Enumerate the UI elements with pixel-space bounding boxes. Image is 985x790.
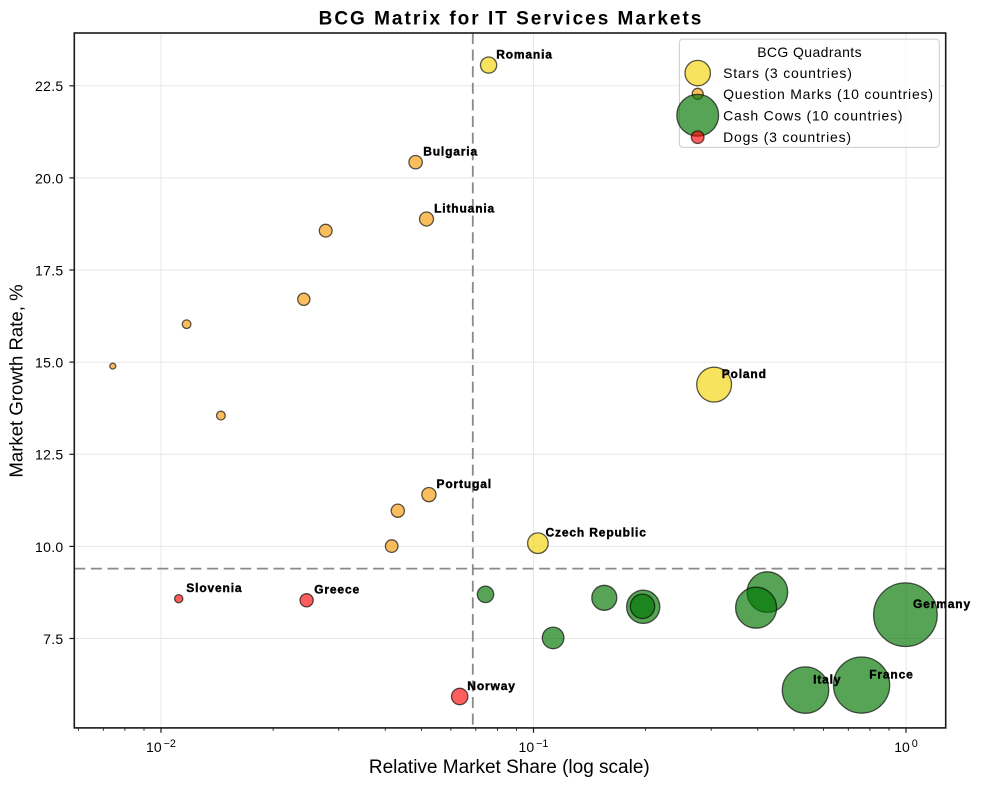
svg-text:Norway: Norway: [467, 679, 515, 693]
svg-text:12.5: 12.5: [35, 447, 63, 463]
svg-text:10.0: 10.0: [35, 539, 63, 555]
svg-text:Slovenia: Slovenia: [186, 581, 242, 595]
svg-text:Lithuania: Lithuania: [434, 201, 495, 215]
svg-text:Stars (3 countries): Stars (3 countries): [723, 65, 853, 81]
svg-text:17.5: 17.5: [35, 262, 63, 278]
svg-text:Portugal: Portugal: [437, 477, 492, 491]
svg-text:Bulgaria: Bulgaria: [423, 145, 478, 159]
svg-text:Germany: Germany: [913, 597, 971, 611]
svg-text:France: France: [869, 667, 913, 681]
svg-text:22.5: 22.5: [35, 78, 63, 94]
svg-text:20.0: 20.0: [35, 170, 63, 186]
svg-text:BCG Matrix for IT Services Mar: BCG Matrix for IT Services Markets: [319, 9, 704, 30]
svg-text:Poland: Poland: [722, 367, 767, 381]
svg-text:7.5: 7.5: [43, 631, 63, 647]
svg-text:BCG Quadrants: BCG Quadrants: [757, 44, 862, 60]
svg-text:Question Marks (10 countries): Question Marks (10 countries): [723, 86, 934, 102]
svg-text:Relative Market Share (log sca: Relative Market Share (log scale): [369, 757, 650, 778]
svg-text:Czech Republic: Czech Republic: [546, 526, 647, 540]
svg-text:15.0: 15.0: [35, 355, 63, 371]
svg-text:Romania: Romania: [496, 47, 553, 61]
svg-text:Cash Cows (10 countries): Cash Cows (10 countries): [723, 107, 903, 123]
svg-text:Market Growth Rate, %: Market Growth Rate, %: [5, 284, 26, 477]
svg-text:Greece: Greece: [314, 583, 360, 597]
svg-text:Italy: Italy: [813, 672, 841, 686]
svg-text:Dogs (3 countries): Dogs (3 countries): [723, 129, 852, 145]
